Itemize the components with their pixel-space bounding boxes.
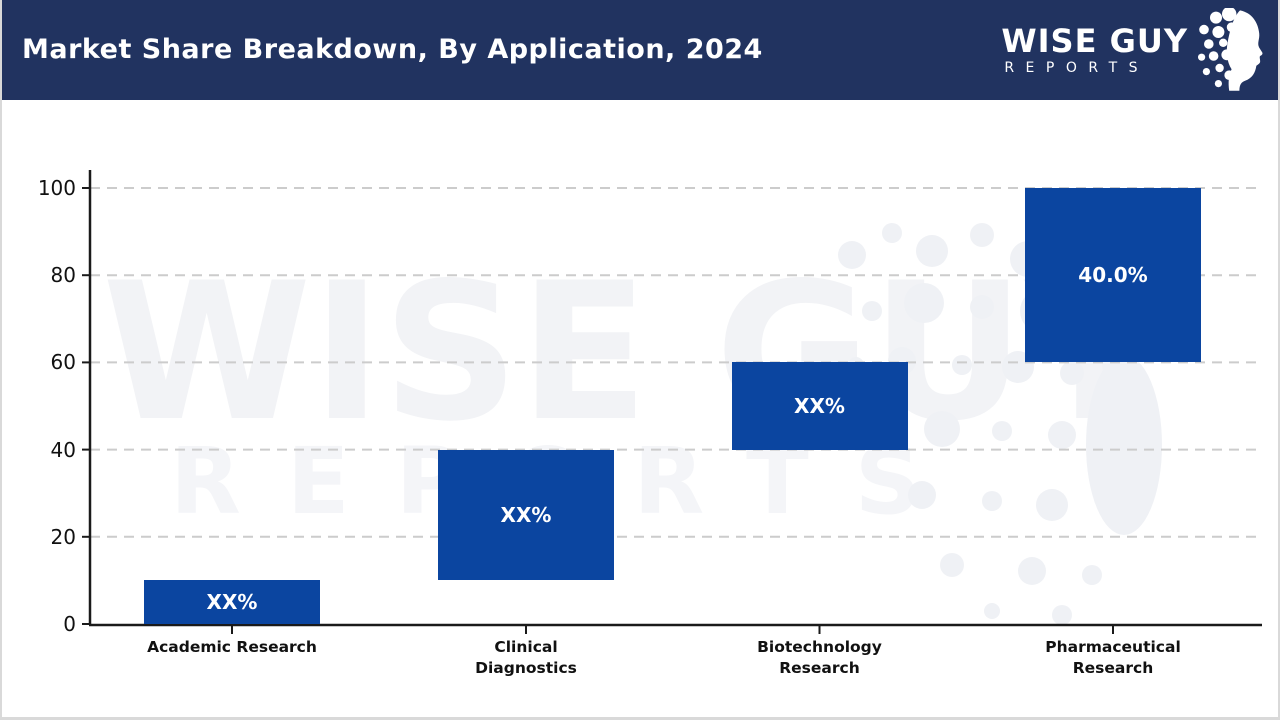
bar-value-label: XX% — [500, 502, 552, 527]
page-title: Market Share Breakdown, By Application, … — [22, 34, 763, 65]
bar-value-label: 40.0% — [1078, 263, 1148, 288]
x-axis-category-label: Biotechnology Research — [705, 637, 935, 679]
y-axis-tick-label: 100 — [37, 176, 76, 200]
y-axis-tick-label: 0 — [63, 612, 76, 636]
x-axis-category-line: Biotechnology — [757, 638, 882, 656]
bar-value-label: XX% — [206, 590, 258, 615]
y-axis-tick-label: 20 — [50, 524, 76, 549]
x-axis-category-label: Clinical Diagnostics — [411, 637, 641, 679]
x-axis-category-label: Pharmaceutical Research — [998, 637, 1228, 679]
bar-clinical-diagnostics: XX% — [438, 449, 614, 581]
x-axis-category-line: Diagnostics — [475, 659, 577, 677]
bar-biotechnology-research: XX% — [731, 362, 908, 450]
brand-logo-text: WISE GUY REPORTS — [1001, 21, 1188, 77]
bar-academic-research: XX% — [144, 580, 320, 624]
bar-value-label: XX% — [794, 393, 845, 418]
header-bar: Market Share Breakdown, By Application, … — [2, 0, 1278, 100]
x-axis-category-line: Research — [779, 659, 860, 677]
y-axis-tick-label: 80 — [50, 263, 76, 288]
x-axis-category-line: Pharmaceutical — [1045, 638, 1181, 656]
y-axis-tick-label: 60 — [50, 350, 76, 375]
x-axis-category-line: Research — [1072, 659, 1154, 677]
brand-tagline: REPORTS — [1004, 60, 1150, 77]
x-axis-category-line: Academic Research — [147, 638, 317, 656]
bar-pharmaceutical-research: 40.0% — [1025, 188, 1201, 363]
x-axis-category-line: Clinical — [494, 638, 558, 656]
y-axis-tick-label: 40 — [50, 437, 76, 462]
x-axis-category-label: Academic Research — [117, 637, 347, 658]
brand-face-icon — [1198, 8, 1263, 91]
brand-logo: WISE GUY REPORTS — [1001, 8, 1264, 92]
brand-name: WISE GUY — [1001, 21, 1188, 60]
